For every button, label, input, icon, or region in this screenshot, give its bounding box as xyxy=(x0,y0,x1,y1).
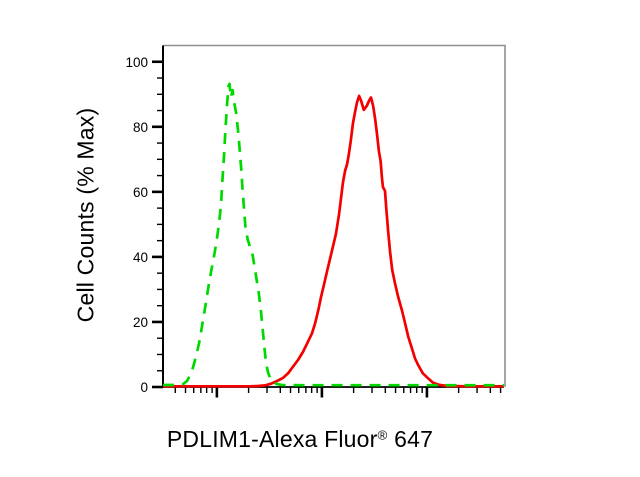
x-axis-title-main: PDLIM1-Alexa Fluor xyxy=(166,426,378,452)
plot-frame xyxy=(163,44,506,387)
series-curve-red-solid xyxy=(163,94,504,388)
y-tick-label: 20 xyxy=(133,315,148,330)
x-axis-title: PDLIM1-Alexa Fluor® 647 xyxy=(167,426,433,453)
y-tick-label: 40 xyxy=(133,250,148,265)
y-tick-label: 0 xyxy=(140,380,148,395)
registered-trademark-symbol: ® xyxy=(377,427,388,443)
y-tick-label: 60 xyxy=(133,185,148,200)
y-axis-title: Cell Counts (% Max) xyxy=(72,107,99,323)
y-tick-label: 100 xyxy=(125,55,148,70)
x-axis-title-suffix: 647 xyxy=(387,426,434,452)
y-tick-label: 80 xyxy=(133,120,148,135)
series-curve-green-dashed xyxy=(163,82,504,387)
